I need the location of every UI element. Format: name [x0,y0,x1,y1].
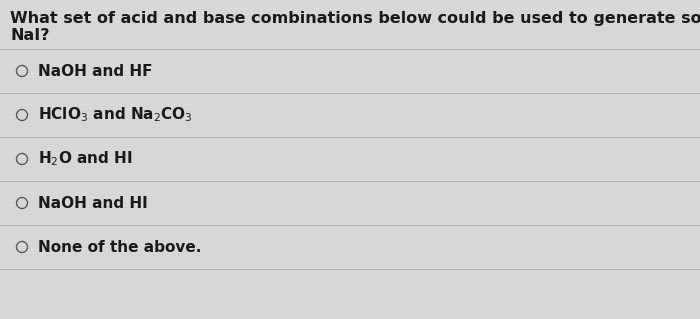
Text: NaI?: NaI? [10,28,50,43]
Text: None of the above.: None of the above. [38,240,202,255]
Text: What set of acid and base combinations below could be used to generate sodium io: What set of acid and base combinations b… [10,11,700,26]
Text: NaOH and HI: NaOH and HI [38,196,148,211]
Text: HClO$_3$ and Na$_2$CO$_3$: HClO$_3$ and Na$_2$CO$_3$ [38,106,193,124]
Text: NaOH and HF: NaOH and HF [38,63,153,78]
Text: H$_2$O and HI: H$_2$O and HI [38,150,133,168]
